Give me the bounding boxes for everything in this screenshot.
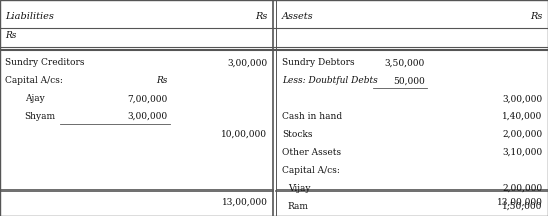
Text: Stocks: Stocks (282, 130, 313, 139)
Text: Liabilities: Liabilities (5, 12, 54, 21)
Text: 3,10,000: 3,10,000 (503, 148, 543, 157)
Text: Vijay: Vijay (288, 184, 310, 193)
Text: Shyam: Shyam (25, 112, 56, 121)
Text: Capital A/cs:: Capital A/cs: (282, 166, 340, 175)
Text: 3,50,000: 3,50,000 (385, 58, 425, 67)
Text: Rs: Rs (156, 76, 167, 85)
Text: Capital A/cs:: Capital A/cs: (5, 76, 64, 85)
Text: Ajay: Ajay (25, 94, 44, 103)
Text: 3,00,000: 3,00,000 (127, 112, 167, 121)
Text: Rs: Rs (255, 12, 267, 21)
Text: 50,000: 50,000 (393, 76, 425, 85)
Text: 1,40,000: 1,40,000 (503, 112, 543, 121)
Text: Other Assets: Other Assets (282, 148, 341, 157)
Text: 7,00,000: 7,00,000 (127, 94, 167, 103)
Text: 1,50,000: 1,50,000 (502, 202, 543, 211)
Text: 10,00,000: 10,00,000 (221, 130, 267, 139)
Text: Rs: Rs (5, 31, 17, 40)
Text: 3,00,000: 3,00,000 (503, 94, 543, 103)
Text: 3,00,000: 3,00,000 (227, 58, 267, 67)
Text: 2,00,000: 2,00,000 (503, 184, 543, 193)
Text: Assets: Assets (282, 12, 314, 21)
Text: 13,00,000: 13,00,000 (221, 198, 267, 207)
Text: Sundry Creditors: Sundry Creditors (5, 58, 85, 67)
Text: Cash in hand: Cash in hand (282, 112, 342, 121)
Text: Ram: Ram (288, 202, 309, 211)
Text: Less: Doubtful Debts: Less: Doubtful Debts (282, 76, 378, 85)
Text: Rs: Rs (530, 12, 543, 21)
Text: 2,00,000: 2,00,000 (503, 130, 543, 139)
Text: Sundry Debtors: Sundry Debtors (282, 58, 355, 67)
Text: 13,00,000: 13,00,000 (496, 198, 543, 207)
